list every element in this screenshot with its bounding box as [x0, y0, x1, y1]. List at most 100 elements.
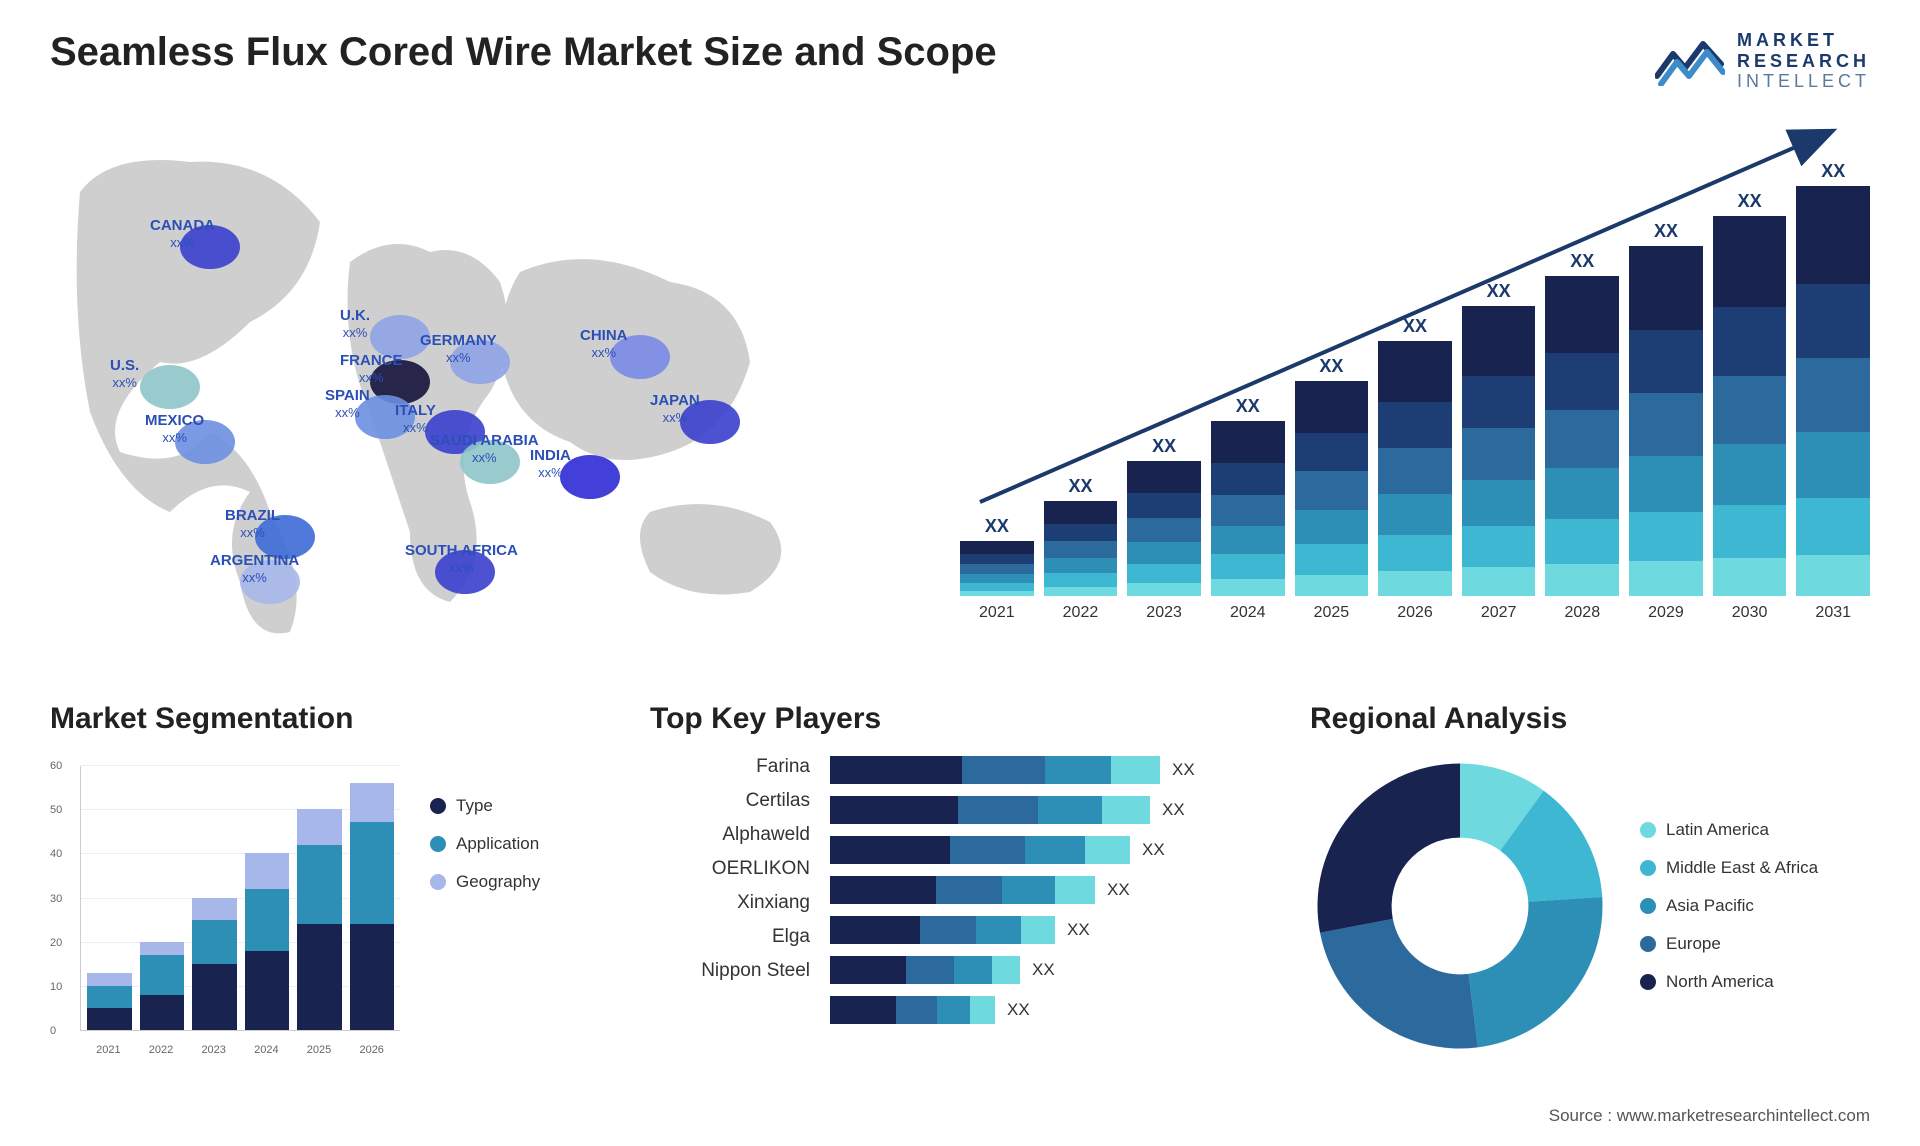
country-label: INDIAxx% [530, 447, 571, 481]
regional-legend-item: Asia Pacific [1640, 896, 1818, 916]
header: Seamless Flux Cored Wire Market Size and… [50, 30, 1870, 92]
player-name: Farina [650, 756, 810, 778]
player-row: XX [830, 836, 1270, 864]
growth-column: XX 2027 [1462, 281, 1536, 622]
player-row: XX [830, 796, 1270, 824]
seg-year-label: 2023 [191, 1044, 236, 1056]
players-title: Top Key Players [650, 702, 1270, 736]
growth-column: XX 2021 [960, 516, 1034, 622]
growth-bar-label: XX [1821, 161, 1845, 182]
growth-column: XX 2023 [1127, 436, 1201, 622]
growth-column: XX 2028 [1545, 251, 1619, 622]
country-label: MEXICOxx% [145, 412, 204, 446]
page-title: Seamless Flux Cored Wire Market Size and… [50, 30, 997, 75]
player-row: XX [830, 996, 1270, 1024]
player-value: XX [1162, 800, 1185, 820]
growth-year-label: 2023 [1146, 604, 1182, 622]
growth-bar-label: XX [1319, 356, 1343, 377]
bottom-row: Market Segmentation 0102030405060 202120… [50, 702, 1870, 1056]
player-value: XX [1007, 1000, 1030, 1020]
player-name: Alphaweld [650, 824, 810, 846]
logo-line3: INTELLECT [1737, 71, 1870, 92]
country-label: JAPANxx% [650, 392, 700, 426]
country-label: SOUTH AFRICAxx% [405, 542, 518, 576]
seg-column [192, 898, 237, 1030]
player-value: XX [1172, 760, 1195, 780]
player-name: Elga [650, 926, 810, 948]
country-label: BRAZILxx% [225, 507, 280, 541]
growth-bar-label: XX [985, 516, 1009, 537]
top-row: CANADAxx%U.S.xx%MEXICOxx%BRAZILxx%ARGENT… [50, 112, 1870, 662]
growth-year-label: 2027 [1481, 604, 1517, 622]
donut-segment [1469, 897, 1603, 1047]
player-name: Nippon Steel [650, 960, 810, 982]
segmentation-chart: 0102030405060 202120222023202420252026 [50, 756, 400, 1056]
growth-year-label: 2022 [1063, 604, 1099, 622]
world-map-svg [50, 112, 930, 662]
players-bars: XX XX XX XX XX XX XX [830, 756, 1270, 1024]
regional-panel: Regional Analysis Latin America Middle Ea… [1310, 702, 1870, 1056]
growth-column: XX 2022 [1044, 476, 1118, 622]
seg-legend-item: Type [430, 796, 540, 816]
growth-column: XX 2031 [1796, 161, 1870, 622]
regional-legend-item: Latin America [1640, 820, 1818, 840]
players-list: FarinaCertilasAlphaweldOERLIKONXinxiangE… [650, 756, 810, 1024]
regional-legend-item: North America [1640, 972, 1818, 992]
player-name: OERLIKON [650, 858, 810, 880]
seg-year-label: 2021 [86, 1044, 131, 1056]
players-panel: Top Key Players Farina Certilas Alphaweld O… [650, 702, 1270, 1056]
seg-column [140, 942, 185, 1030]
growth-bar-label: XX [1487, 281, 1511, 302]
growth-year-label: 2031 [1815, 604, 1851, 622]
country-label: SPAINxx% [325, 387, 370, 421]
growth-bar-label: XX [1068, 476, 1092, 497]
growth-year-label: 2028 [1565, 604, 1601, 622]
growth-column: XX2026 [1378, 316, 1452, 622]
player-row: XX [830, 876, 1270, 904]
growth-bar-label: XX [1152, 436, 1176, 457]
growth-bar-label: XX [1738, 191, 1762, 212]
donut-segment [1318, 764, 1461, 933]
player-value: XX [1067, 920, 1090, 940]
logo-text: MARKET RESEARCH INTELLECT [1737, 30, 1870, 92]
country-label: U.S.xx% [110, 357, 139, 391]
logo-line2: RESEARCH [1737, 51, 1870, 72]
country-label: FRANCExx% [340, 352, 403, 386]
growth-year-label: 2021 [979, 604, 1015, 622]
player-row: XX [830, 956, 1270, 984]
growth-year-label: 2029 [1648, 604, 1684, 622]
growth-chart: XX2021XX2022XX2023XX2024XX2025XX2026XX20… [960, 112, 1870, 662]
seg-year-label: 2022 [139, 1044, 184, 1056]
regional-title: Regional Analysis [1310, 702, 1870, 736]
seg-year-label: 2024 [244, 1044, 289, 1056]
growth-column: XX 2029 [1629, 221, 1703, 622]
regional-legend: Latin America Middle East & Africa Asia Pa… [1640, 820, 1818, 992]
seg-legend-item: Application [430, 834, 540, 854]
player-value: XX [1107, 880, 1130, 900]
regional-legend-item: Middle East & Africa [1640, 858, 1818, 878]
segmentation-legend: TypeApplicationGeography [430, 756, 540, 1056]
segmentation-panel: Market Segmentation 0102030405060 202120… [50, 702, 610, 1056]
growth-year-label: 2025 [1314, 604, 1350, 622]
world-map: CANADAxx%U.S.xx%MEXICOxx%BRAZILxx%ARGENT… [50, 112, 930, 662]
country-label: ARGENTINAxx% [210, 552, 299, 586]
player-name: Certilas [650, 790, 810, 812]
seg-year-label: 2026 [349, 1044, 394, 1056]
seg-column [350, 783, 395, 1030]
player-row: XX [830, 756, 1270, 784]
seg-year-label: 2025 [297, 1044, 342, 1056]
player-value: XX [1142, 840, 1165, 860]
logo-line1: MARKET [1737, 30, 1870, 51]
seg-column [87, 973, 132, 1030]
growth-column: XX2030 [1713, 191, 1787, 622]
seg-column [245, 853, 290, 1030]
country-label: GERMANYxx% [420, 332, 497, 366]
growth-bar-label: XX [1236, 396, 1260, 417]
logo-mark-icon [1655, 36, 1725, 86]
growth-year-label: 2024 [1230, 604, 1266, 622]
country-label: U.K.xx% [340, 307, 370, 341]
growth-year-label: 2026 [1397, 604, 1433, 622]
growth-bar-label: XX [1570, 251, 1594, 272]
regional-legend-item: Europe [1640, 934, 1818, 954]
growth-bar-label: XX [1654, 221, 1678, 242]
